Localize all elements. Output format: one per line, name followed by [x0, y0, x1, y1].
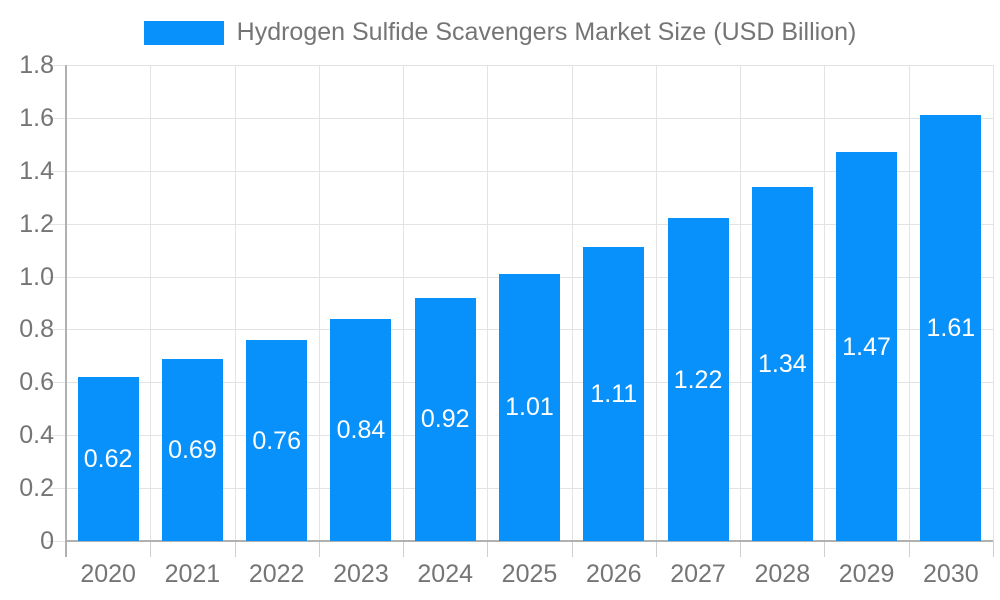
v-gridline: [655, 65, 657, 541]
y-tick-label: 0.6: [19, 368, 54, 397]
x-tick-label: 2027: [670, 560, 726, 588]
bar-value-label: 1.11: [590, 380, 638, 409]
x-tick: [403, 541, 405, 557]
x-tick-label: 2020: [80, 560, 136, 588]
v-gridline: [403, 65, 405, 541]
legend[interactable]: Hydrogen Sulfide Scavengers Market Size …: [0, 18, 1000, 47]
x-tick-label: 2025: [501, 560, 558, 588]
v-gridline: [234, 65, 236, 541]
bar-value-label: 1.01: [505, 393, 554, 422]
y-tick-label: 0: [40, 527, 54, 555]
bar-value-label: 0.84: [336, 415, 386, 444]
x-tick: [318, 541, 320, 557]
bar[interactable]: 1.34: [751, 186, 813, 541]
y-tick-label: 1.6: [19, 103, 54, 132]
y-tick-label: 0.8: [19, 315, 54, 344]
v-gridline: [487, 65, 489, 541]
y-tick-label: 0.2: [19, 474, 54, 503]
y-tick-label: 1.2: [19, 209, 54, 238]
x-tick: [824, 541, 826, 557]
bar-value-label: 0.69: [168, 435, 217, 464]
x-tick-label: 2030: [923, 560, 979, 588]
bar-value-label: 1.34: [757, 349, 807, 378]
x-tick: [234, 541, 236, 557]
bar-value-label: 0.92: [420, 405, 470, 434]
bar[interactable]: 0.92: [414, 297, 476, 541]
legend-swatch-icon: [143, 20, 224, 45]
x-tick: [150, 541, 152, 557]
bar[interactable]: 1.11: [583, 247, 645, 541]
legend-label: Hydrogen Sulfide Scavengers Market Size …: [236, 18, 857, 46]
bar[interactable]: 0.62: [77, 377, 139, 541]
bar[interactable]: 1.22: [667, 218, 729, 541]
h-gridline: [47, 223, 993, 225]
v-gridline: [993, 65, 994, 541]
bar[interactable]: 1.01: [499, 273, 560, 541]
h-gridline: [47, 117, 993, 119]
y-axis-line: [65, 65, 67, 557]
x-tick-label: 2029: [838, 560, 895, 588]
x-tick-label: 2024: [417, 560, 474, 588]
h-gridline: [47, 170, 993, 172]
y-tick-label: 1.0: [19, 262, 54, 291]
bar-value-label: 0.76: [252, 426, 301, 455]
x-tick: [908, 541, 910, 557]
h-gridline: [47, 65, 993, 66]
x-tick: [571, 541, 573, 557]
x-tick-label: 2028: [754, 560, 811, 588]
v-gridline: [824, 65, 826, 541]
y-tick-label: 1.4: [19, 156, 54, 185]
bar-value-label: 0.62: [83, 445, 133, 473]
x-tick-label: 2022: [248, 560, 305, 588]
bar[interactable]: 1.47: [836, 152, 898, 541]
x-axis-line: [65, 540, 993, 542]
x-tick-label: 2021: [164, 560, 221, 588]
y-tick-label: 0.4: [19, 421, 54, 450]
bar[interactable]: 0.76: [246, 340, 308, 541]
x-tick: [740, 541, 742, 557]
bar[interactable]: 0.69: [161, 358, 223, 541]
x-tick-label: 2026: [585, 560, 642, 588]
x-tick-label: 2023: [333, 560, 389, 588]
bar[interactable]: 0.84: [330, 318, 392, 541]
v-gridline: [908, 65, 910, 541]
x-tick: [655, 541, 657, 557]
y-tick-label: 1.8: [19, 51, 54, 79]
x-tick: [487, 541, 489, 557]
v-gridline: [571, 65, 573, 541]
v-gridline: [740, 65, 742, 541]
bar-value-label: 1.61: [926, 314, 976, 343]
bar-value-label: 1.47: [842, 332, 891, 361]
v-gridline: [318, 65, 320, 541]
x-tick: [993, 541, 994, 557]
v-gridline: [150, 65, 152, 541]
bar-value-label: 1.22: [673, 365, 723, 394]
bar[interactable]: 1.61: [920, 115, 982, 541]
